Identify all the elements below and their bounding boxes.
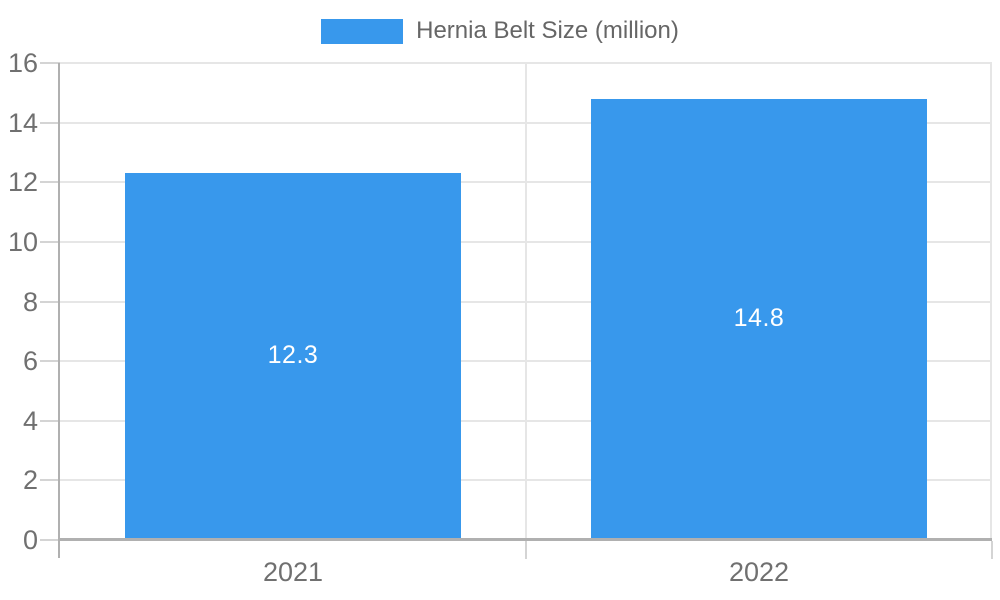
y-axis-label: 0 xyxy=(22,525,38,555)
x-axis-label: 2021 xyxy=(262,557,324,587)
y-axis-label: 4 xyxy=(22,405,38,436)
legend[interactable]: Hernia Belt Size (million) xyxy=(0,17,1000,45)
y-axis-tick xyxy=(40,121,60,124)
y-axis-label: 2 xyxy=(22,465,38,496)
y-axis-line xyxy=(58,63,60,558)
x-axis-label: 2022 xyxy=(728,557,790,587)
bar-2021[interactable]: 12.3 xyxy=(125,173,461,538)
y-axis-label: 6 xyxy=(22,346,38,377)
y-axis-label: 14 xyxy=(7,107,38,138)
y-axis-label: 12 xyxy=(7,167,38,198)
bar-2022[interactable]: 14.8 xyxy=(591,98,927,538)
y-axis-label: 16 xyxy=(7,48,38,78)
legend-label: Hernia Belt Size (million) xyxy=(416,17,679,44)
y-axis-tick xyxy=(40,479,60,482)
bar-value-label: 12.3 xyxy=(267,341,319,370)
y-axis-tick xyxy=(40,181,60,184)
y-axis-tick xyxy=(40,300,60,303)
category-divider-line xyxy=(525,63,527,540)
x-axis-tick xyxy=(525,541,527,559)
y-axis-tick xyxy=(40,419,60,422)
plot-right-border-line xyxy=(990,63,992,540)
legend-swatch xyxy=(321,18,404,44)
x-axis-tick xyxy=(991,541,993,559)
y-axis-tick xyxy=(40,62,60,64)
y-axis-label: 8 xyxy=(22,286,38,317)
bar-value-label: 14.8 xyxy=(733,303,785,332)
y-axis-tick xyxy=(40,240,60,243)
x-axis-line xyxy=(58,538,992,541)
y-axis-tick xyxy=(40,539,60,541)
y-axis-tick xyxy=(40,360,60,363)
y-axis-label: 10 xyxy=(7,226,38,257)
